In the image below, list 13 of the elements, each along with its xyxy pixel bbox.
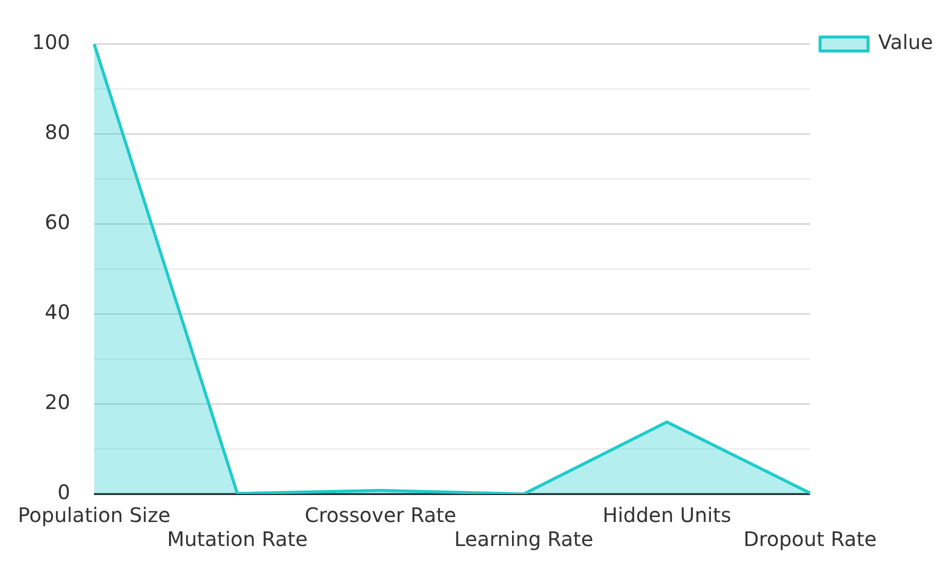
y-tick-label: 60: [44, 210, 70, 234]
x-tick-label: Mutation Rate: [167, 527, 308, 552]
y-tick-label: 100: [32, 30, 70, 54]
y-tick-label: 80: [44, 120, 70, 144]
y-tick-label: 0: [57, 480, 70, 504]
y-tick-label: 40: [44, 300, 70, 324]
x-tick-label: Population Size: [18, 503, 170, 528]
y-tick-label: 20: [44, 390, 70, 414]
x-tick-label: Hidden Units: [602, 503, 732, 528]
x-tick-label: Learning Rate: [454, 527, 594, 552]
x-tick-label: Dropout Rate: [744, 527, 877, 552]
legend-label: Value: [878, 30, 933, 54]
x-tick-label: Crossover Rate: [304, 503, 456, 528]
